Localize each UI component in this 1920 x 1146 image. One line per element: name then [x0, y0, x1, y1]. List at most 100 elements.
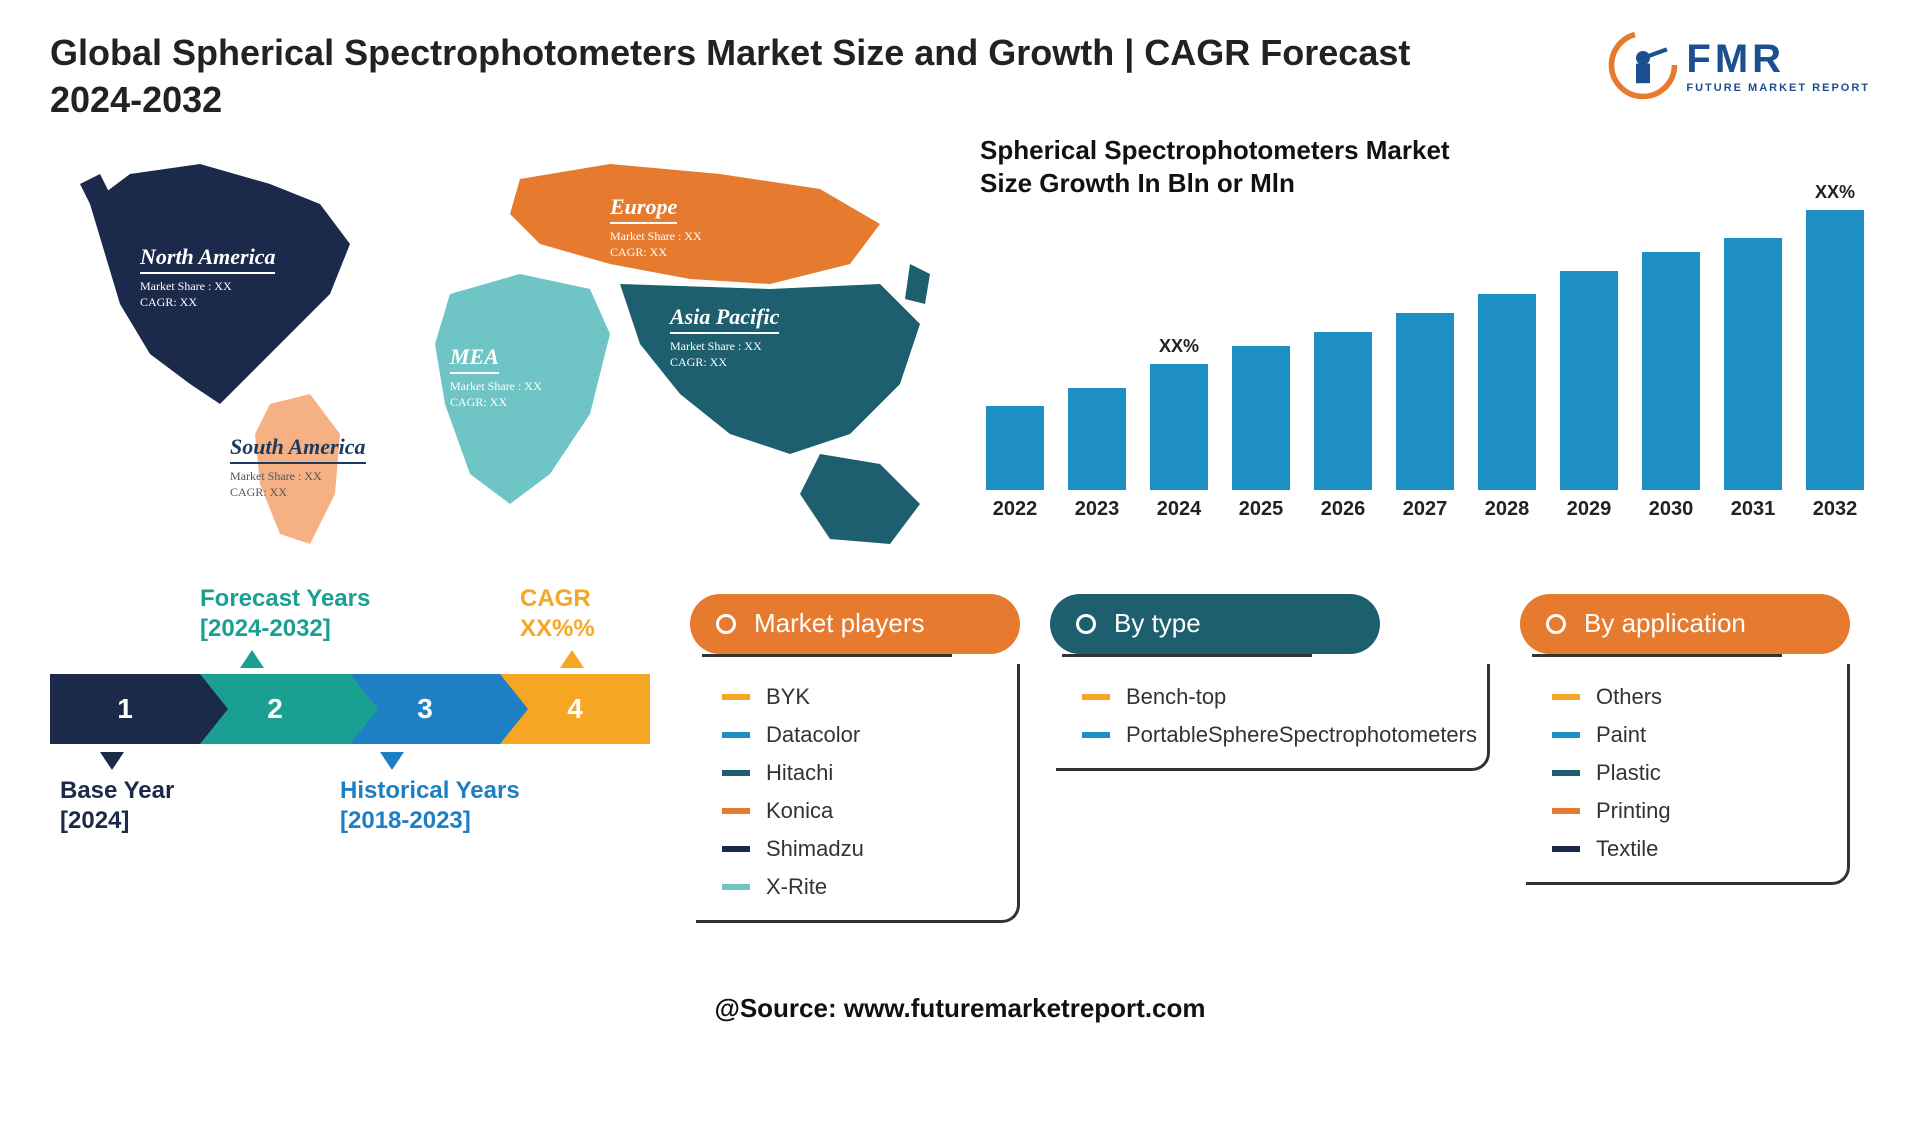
list-item: Paint: [1552, 716, 1837, 754]
bar: [1232, 346, 1290, 491]
list-item: Printing: [1552, 792, 1837, 830]
region-cagr: CAGR: XX: [230, 484, 366, 501]
bar-col-2031: 2031: [1718, 238, 1788, 521]
item-label: Datacolor: [766, 722, 860, 748]
region-cagr: CAGR: XX: [610, 244, 702, 261]
bar: XX%: [1150, 364, 1208, 490]
item-label: PortableSphereSpectrophotometers: [1126, 722, 1477, 748]
tl-note-sub: [2024]: [60, 806, 174, 836]
categories-row: Market players BYKDatacolorHitachiKonica…: [690, 594, 1870, 923]
list-item: Textile: [1552, 830, 1837, 868]
region-name: North America: [140, 244, 275, 274]
item-dash: [1552, 808, 1580, 814]
bar: [1560, 271, 1618, 490]
bar-col-2030: 2030: [1636, 252, 1706, 521]
tl-note-sub: XX%%: [520, 614, 595, 644]
category-pill: Market players: [690, 594, 1020, 654]
chart-title: Spherical Spectrophotometers Market Size…: [980, 134, 1480, 202]
bar-col-2024: XX% 2024: [1144, 364, 1214, 521]
pill-title: By application: [1584, 608, 1746, 639]
bar-year-label: 2030: [1649, 498, 1694, 521]
list-item: X-Rite: [722, 868, 1007, 906]
bar-col-2026: 2026: [1308, 332, 1378, 522]
bar-col-2028: 2028: [1472, 294, 1542, 521]
timeline-seg-1: 1: [50, 674, 200, 744]
list-item: Plastic: [1552, 754, 1837, 792]
list-item: Hitachi: [722, 754, 1007, 792]
item-label: Others: [1596, 684, 1662, 710]
tl-note-title: CAGR: [520, 584, 595, 614]
category-panel: By application Others Paint Plastic Printin…: [1520, 594, 1870, 923]
world-map: North America Market Share : XX CAGR: XX…: [50, 134, 950, 554]
source-line: @Source: www.futuremarketreport.com: [50, 993, 1870, 1024]
bar: [1068, 388, 1126, 491]
bar-col-2025: 2025: [1226, 346, 1296, 522]
bars-container: 2022 2023 XX% 2024 2025 2026 2027 2028 2…: [980, 221, 1870, 521]
logo-icon: [1608, 30, 1678, 100]
item-dash: [722, 808, 750, 814]
region-share: Market Share : XX: [140, 278, 275, 295]
header: Global Spherical Spectrophotometers Mark…: [50, 30, 1870, 124]
bar: [1314, 332, 1372, 491]
category-panel: Market players BYKDatacolorHitachiKonica…: [690, 594, 1040, 923]
item-label: Konica: [766, 798, 833, 824]
list-item: Bench-top: [1082, 678, 1477, 716]
list-item: PortableSphereSpectrophotometers: [1082, 716, 1477, 754]
bar-annotation: XX%: [1159, 336, 1199, 357]
bar-col-2032: XX% 2032: [1800, 210, 1870, 521]
pill-title: Market players: [754, 608, 925, 639]
region-cagr: CAGR: XX: [670, 354, 779, 371]
pill-title: By type: [1114, 608, 1201, 639]
region-name: Asia Pacific: [670, 304, 779, 334]
item-dash: [1552, 694, 1580, 700]
region-name: Europe: [610, 194, 677, 224]
timeline-note: Base Year[2024]: [60, 752, 174, 836]
bar-col-2027: 2027: [1390, 313, 1460, 521]
item-label: X-Rite: [766, 874, 827, 900]
item-label: Plastic: [1596, 760, 1661, 786]
bar-year-label: 2025: [1239, 498, 1284, 521]
bar-annotation: XX%: [1815, 182, 1855, 203]
region-share: Market Share : XX: [230, 468, 366, 485]
category-body: BYKDatacolorHitachiKonicaShimadzuX-Rite: [696, 664, 1020, 923]
category-panel: By type Bench-top PortableSphereSpectroph…: [1050, 594, 1510, 923]
tl-note-title: Base Year: [60, 776, 174, 806]
item-dash: [722, 694, 750, 700]
logo-main: FMR: [1686, 37, 1870, 82]
upper-row: North America Market Share : XX CAGR: XX…: [50, 134, 1870, 554]
region-name: MEA: [450, 344, 499, 374]
bar: [1478, 294, 1536, 490]
bar-col-2023: 2023: [1062, 388, 1132, 522]
bar-year-label: 2029: [1567, 498, 1612, 521]
list-item: Datacolor: [722, 716, 1007, 754]
bar-year-label: 2026: [1321, 498, 1366, 521]
region-share: Market Share : XX: [670, 338, 779, 355]
region-south_america: South America Market Share : XX CAGR: XX: [230, 434, 366, 502]
category-body: Others Paint Plastic Printing Textile: [1526, 664, 1850, 885]
item-dash: [722, 846, 750, 852]
timeline-note: Historical Years[2018-2023]: [340, 752, 520, 836]
region-north_america: North America Market Share : XX CAGR: XX: [140, 244, 275, 312]
timeline-note: Forecast Years[2024-2032]: [200, 584, 370, 668]
item-label: Shimadzu: [766, 836, 864, 862]
logo-sub: FUTURE MARKET REPORT: [1686, 82, 1870, 94]
bar-year-label: 2027: [1403, 498, 1448, 521]
region-cagr: CAGR: XX: [450, 394, 542, 411]
tl-note-sub: [2024-2032]: [200, 614, 370, 644]
bar-year-label: 2032: [1813, 498, 1858, 521]
bar-chart-panel: Spherical Spectrophotometers Market Size…: [980, 134, 1870, 554]
timeline-panel: 1234 Base Year[2024] Historical Years[201…: [50, 594, 650, 864]
item-dash: [722, 770, 750, 776]
region-europe: Europe Market Share : XX CAGR: XX: [610, 194, 702, 262]
bar-year-label: 2031: [1731, 498, 1776, 521]
region-name: South America: [230, 434, 366, 464]
lower-row: 1234 Base Year[2024] Historical Years[201…: [50, 594, 1870, 923]
bar: XX%: [1806, 210, 1864, 490]
region-asia_pacific: Asia Pacific Market Share : XX CAGR: XX: [670, 304, 779, 372]
item-label: Printing: [1596, 798, 1671, 824]
bar-year-label: 2022: [993, 498, 1038, 521]
timeline-row: 1234: [50, 674, 650, 744]
bar-year-label: 2028: [1485, 498, 1530, 521]
timeline-note: CAGRXX%%: [520, 584, 595, 668]
bar-year-label: 2023: [1075, 498, 1120, 521]
